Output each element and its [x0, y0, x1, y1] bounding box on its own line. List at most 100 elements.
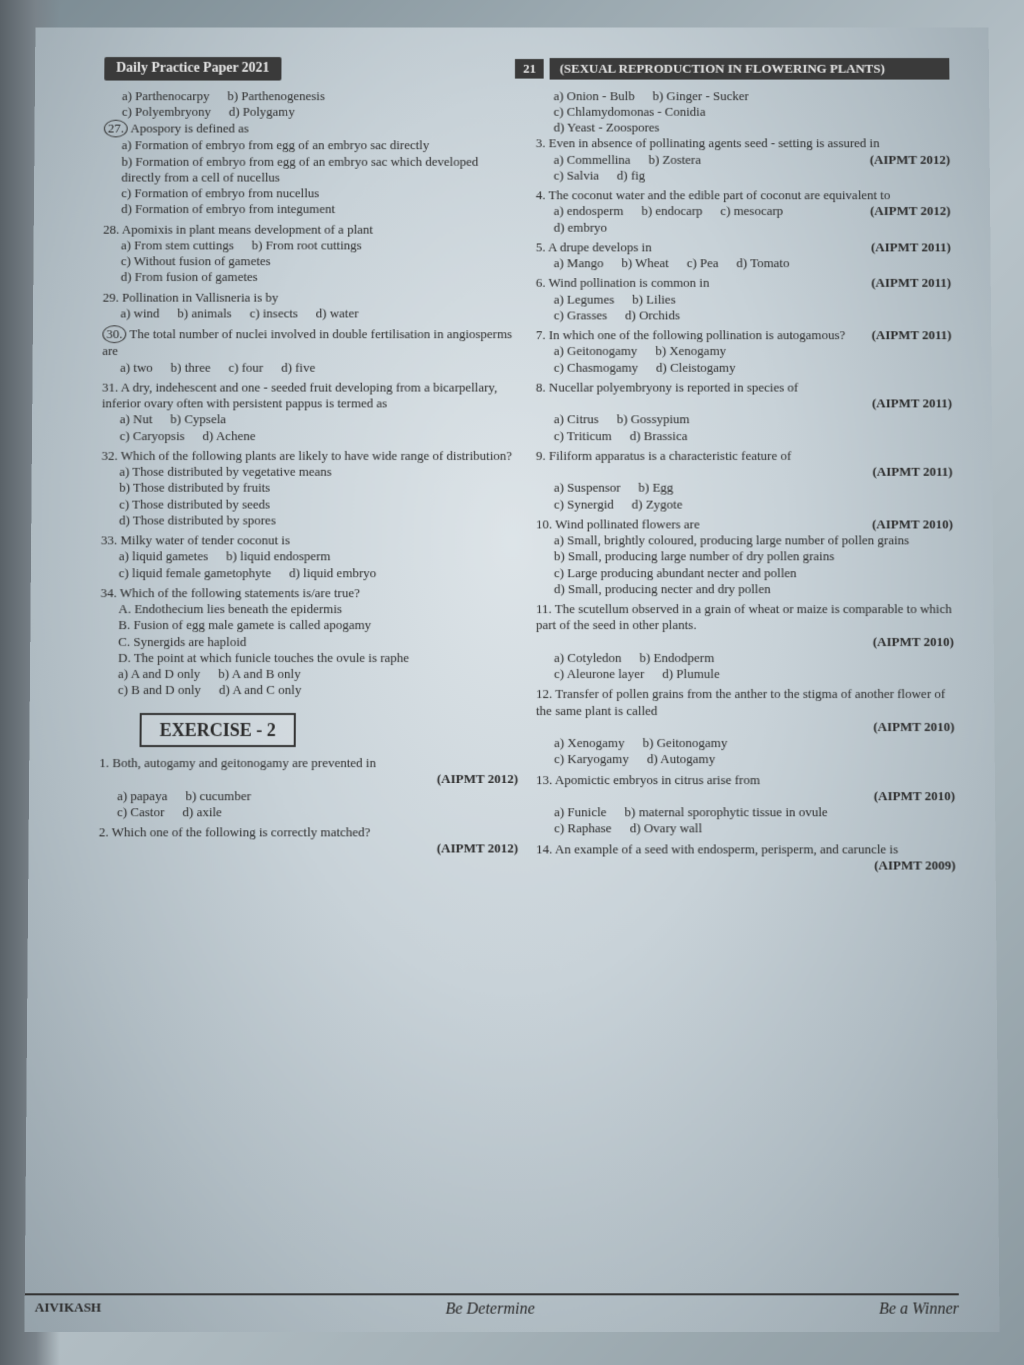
exam-tag: (AIPMT 2011) — [871, 239, 951, 255]
qnum: 30. — [102, 325, 126, 343]
option: a) Geitonogamy — [554, 343, 638, 359]
question-29: 29. Pollination in Vallisneria is by a) … — [103, 289, 518, 321]
top-options-right: a) Onion - Bulb b) Ginger - Sucker c) Ch… — [554, 88, 950, 136]
option: d) liquid embryo — [289, 565, 376, 581]
qtext: A dry, indehescent and one - seeded frui… — [102, 379, 497, 410]
question-28: 28. Apomixis in plant means development … — [103, 221, 518, 285]
option: b) endocarp — [641, 203, 702, 219]
qtext: An example of a seed with endosperm, per… — [555, 841, 898, 856]
qtext: Apospory is defined as — [130, 121, 248, 136]
option: a) Legumes — [554, 291, 615, 307]
option: b) Formation of embryo from egg of an em… — [121, 154, 518, 186]
option: b) animals — [177, 305, 231, 321]
question-7: 7. In which one of the following pollina… — [536, 327, 952, 375]
option: a) Onion - Bulb — [554, 88, 635, 104]
statement: B. Fusion of egg male gamete is called a… — [118, 617, 518, 633]
option: c) Those distributed by seeds — [119, 496, 518, 512]
exam-tag: (AIPMT 2010) — [872, 516, 953, 532]
option: d) Achene — [203, 428, 256, 444]
option: b) Wheat — [621, 255, 668, 271]
option: b) Gossypium — [617, 412, 690, 428]
qtext: Transfer of pollen grains from the anthe… — [536, 686, 945, 717]
qnum: 11. — [536, 601, 552, 616]
ex-question-1: 1. Both, autogamy and geitonogamy are pr… — [99, 755, 518, 820]
footer-motto-2: Be a Winner — [879, 1299, 959, 1319]
exercise-heading: EXERCISE - 2 — [140, 713, 296, 748]
page-container: Daily Practice Paper 2021 21 (SEXUAL REP… — [24, 28, 999, 1332]
exam-tag: (AIPMT 2012) — [437, 841, 518, 856]
exam-tag: (AIPMT 2011) — [871, 275, 951, 291]
option: b) A and B only — [218, 666, 300, 682]
left-column: a) Parthenocarpy b) Parthenogenesis c) P… — [99, 88, 518, 874]
exam-tag: (AIPMT 2010) — [873, 719, 954, 734]
option: c) Synergid — [554, 496, 614, 512]
option: d) fig — [617, 168, 645, 184]
option: c) Pea — [687, 255, 719, 271]
option: a) Cotyledon — [554, 650, 622, 666]
qnum: 6. — [536, 275, 546, 290]
right-column: a) Onion - Bulb b) Ginger - Sucker c) Ch… — [536, 88, 956, 874]
option: d) From fusion of gametes — [121, 269, 518, 285]
footer-motto-1: Be Determine — [445, 1299, 534, 1319]
option: a) Formation of embryo from egg of an em… — [122, 138, 518, 154]
option: c) Without fusion of gametes — [121, 253, 518, 269]
option: a) Funicle — [554, 804, 606, 820]
question-12: 12. Transfer of pollen grains from the a… — [536, 686, 955, 767]
option: c) Chasmogamy — [554, 359, 638, 375]
qtext: Wind pollination is common in — [549, 275, 710, 290]
question-5: 5. A drupe develops in (AIPMT 2011) a) M… — [536, 239, 951, 271]
qtext: Apomictic embryos in citrus arise from — [555, 772, 760, 787]
option: c) Aleurone layer — [554, 666, 644, 682]
option: b) maternal sporophytic tissue in ovule — [625, 804, 828, 820]
option: c) Large producing abundant necter and p… — [554, 565, 953, 581]
option: a) A and D only — [118, 666, 200, 682]
option: c) Chlamydomonas - Conidia — [554, 104, 950, 120]
qtext: Apomixis in plant means development of a… — [122, 221, 373, 236]
option: b) Geitonogamy — [643, 735, 728, 751]
option: d) embryo — [554, 219, 951, 235]
ex-question-2: 2. Which one of the following is correct… — [99, 824, 518, 857]
exam-tag: (AIPMT 2011) — [872, 464, 952, 479]
option: b) three — [171, 359, 211, 375]
page-number: 21 — [515, 59, 544, 79]
qtext: Which one of the following is correctly … — [112, 824, 371, 839]
option: d) Orchids — [625, 307, 680, 323]
qnum: 31. — [102, 379, 118, 394]
option: c) four — [228, 359, 263, 375]
option: b) Cypsela — [170, 412, 226, 428]
question-4: 4. The coconut water and the edible part… — [536, 187, 951, 235]
exam-tag: (AIPMT 2012) — [870, 203, 950, 219]
option: c) B and D only — [118, 682, 201, 698]
option: c) Polyembryony — [122, 104, 211, 120]
question-10: 10. Wind pollinated flowers are (AIPMT 2… — [536, 516, 953, 597]
qtext: Which of the following statements is/are… — [120, 585, 360, 600]
qnum: 27. — [104, 120, 128, 138]
option: a) Those distributed by vegetative means — [119, 464, 518, 480]
qnum: 29. — [103, 289, 119, 304]
option: a) liquid gametes — [119, 549, 208, 565]
exam-tag: (AIPMT 2012) — [437, 771, 518, 786]
option: a) Nut — [120, 412, 153, 428]
option: c) Castor — [117, 804, 165, 820]
option: c) Triticum — [554, 428, 612, 444]
exam-tag: (AIPMT 2012) — [870, 152, 950, 168]
exam-tag: (AIPMT 2010) — [873, 634, 954, 649]
option: d) Brassica — [630, 428, 688, 444]
qnum: 4. — [536, 187, 546, 202]
option: c) Caryopsis — [120, 428, 185, 444]
qtext: Milky water of tender coconut is — [120, 532, 290, 547]
option: c) Raphase — [554, 821, 612, 837]
qnum: 14. — [536, 841, 552, 856]
question-13: 13. Apomictic embryos in citrus arise fr… — [536, 772, 955, 837]
qtext: The total number of nuclei involved in d… — [102, 326, 512, 358]
option: d) five — [281, 359, 315, 375]
qnum: 5. — [536, 239, 546, 254]
qnum: 33. — [101, 532, 117, 547]
statement: A. Endothecium lies beneath the epidermi… — [118, 601, 518, 617]
qnum: 10. — [536, 516, 552, 531]
question-14: 14. An example of a seed with endosperm,… — [536, 841, 955, 857]
qnum: 8. — [536, 379, 546, 394]
qtext: Both, autogamy and geitonogamy are preve… — [112, 755, 376, 770]
qnum: 3. — [536, 136, 546, 151]
option: a) Xenogamy — [554, 735, 624, 751]
